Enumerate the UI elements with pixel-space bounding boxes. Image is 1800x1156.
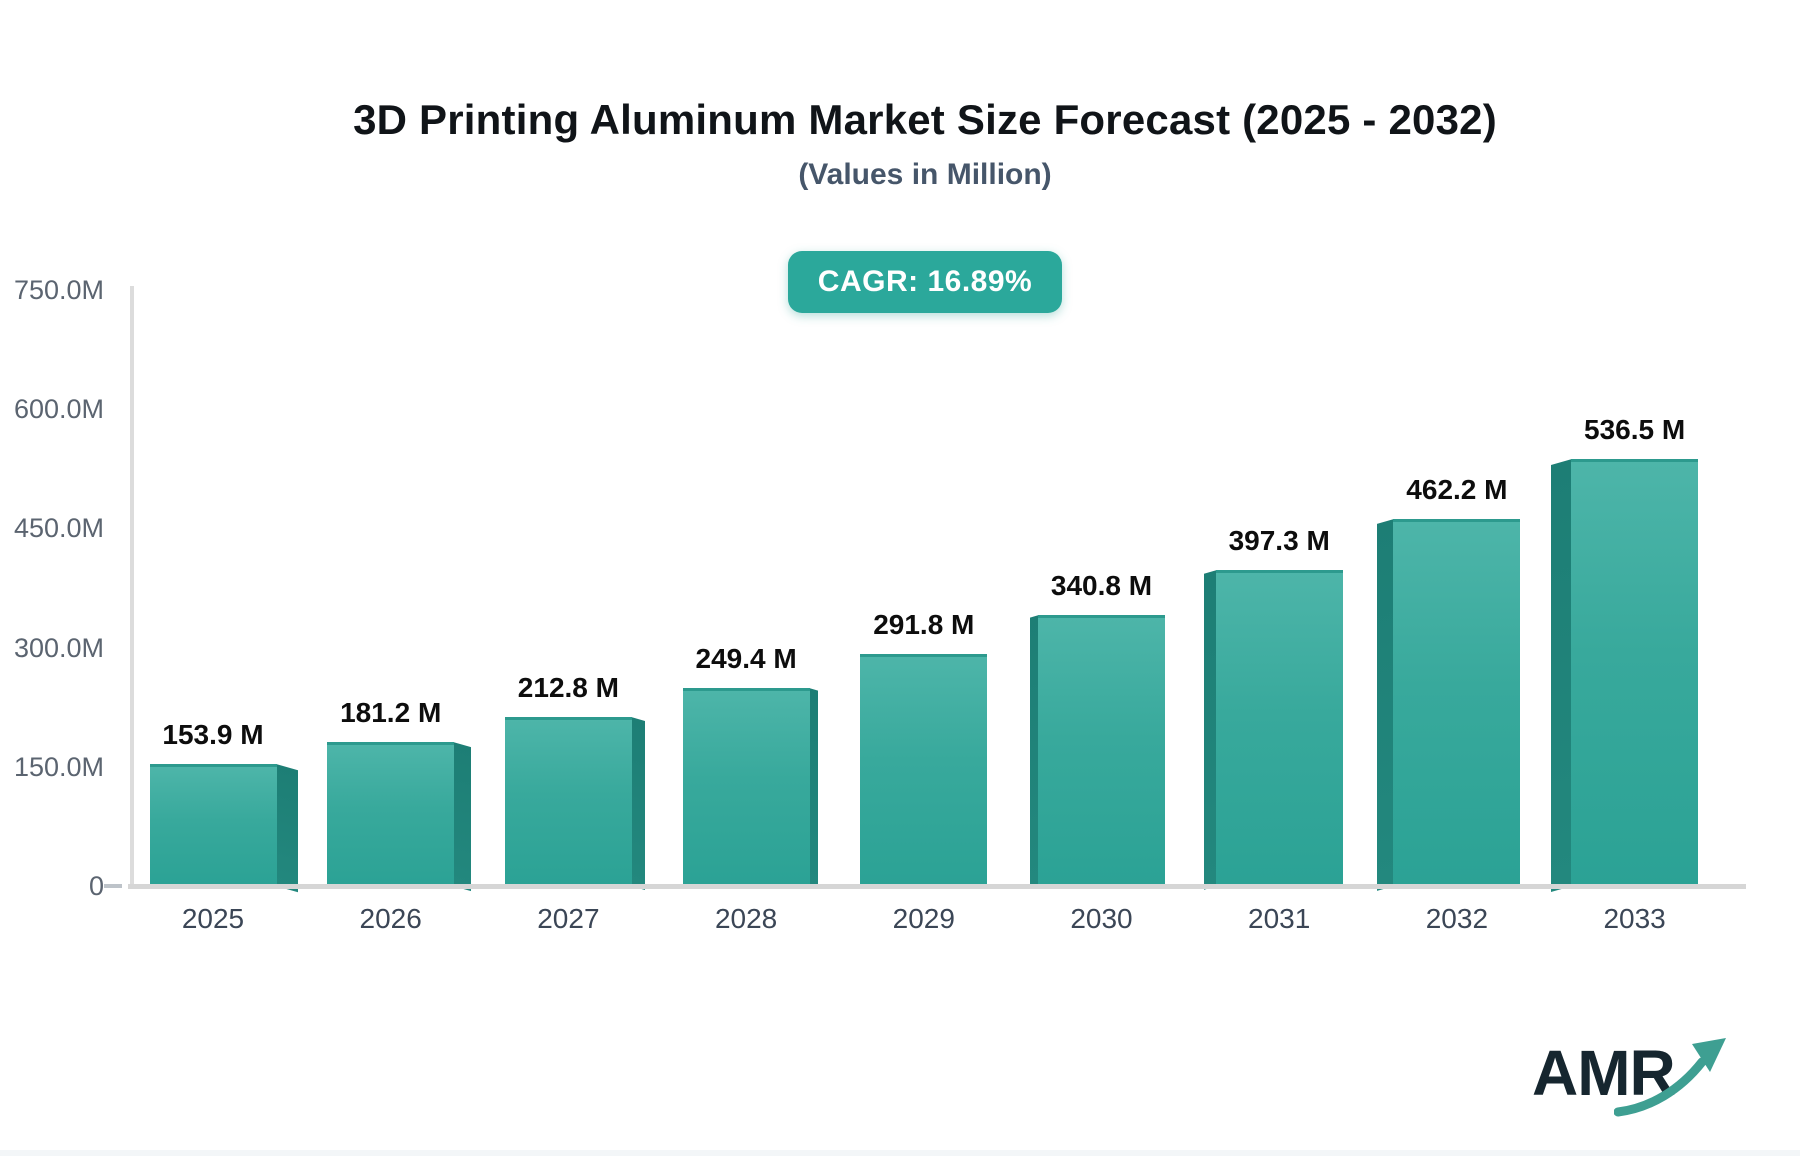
bar-value-label: 249.4 M: [695, 643, 797, 674]
bar: [1571, 459, 1698, 886]
bar-side-face: [1551, 459, 1572, 893]
bar-side-face: [631, 717, 645, 891]
cagr-badge: CAGR: 16.89%: [787, 251, 1063, 313]
bar-side-face: [276, 764, 298, 893]
x-axis-line: [128, 884, 1746, 889]
x-axis-year-label: 2031: [1248, 903, 1311, 934]
bar-value-label: 536.5 M: [1584, 414, 1686, 445]
bar: [860, 654, 987, 886]
y-axis-tick-label: 150.0M: [13, 751, 104, 782]
bar: [1216, 570, 1343, 886]
y-axis-tick-label: 600.0M: [13, 394, 104, 424]
y-axis-tick-label: 0: [88, 871, 104, 901]
brand-logo: AMR: [1520, 1028, 1750, 1124]
badge-row: CAGR: 16.89%: [50, 251, 1800, 313]
bar-side-face: [809, 688, 818, 889]
growth-arrow-icon: [1614, 1038, 1726, 1117]
bar-value-label: 291.8 M: [873, 609, 975, 640]
y-axis-tick-label: 750.0M: [13, 274, 104, 305]
x-axis-year-label: 2025: [181, 903, 245, 934]
x-axis-year-label: 2028: [714, 903, 778, 934]
zero-tick-mark: [104, 884, 122, 888]
bar: [327, 742, 454, 886]
chart-subtitle: (Values in Million): [798, 158, 1052, 191]
bottom-strip: [0, 1150, 1800, 1156]
chart-title: 3D Printing Aluminum Market Size Forecas…: [353, 96, 1497, 143]
x-axis-year-label: 2027: [537, 903, 600, 934]
bar: [505, 717, 632, 886]
bar: [1038, 615, 1165, 886]
x-axis-year-label: 2032: [1425, 903, 1489, 934]
x-axis-year-label: 2030: [1070, 903, 1133, 934]
bar-side-face: [1377, 519, 1394, 891]
bar-value-label: 153.9 M: [162, 719, 264, 750]
bar-value-label: 462.2 M: [1406, 474, 1508, 505]
bar-side-face: [453, 742, 471, 892]
x-axis-year-label: 2026: [359, 903, 422, 934]
chart-header: 3D Printing Aluminum Market Size Forecas…: [50, 0, 1800, 192]
bar: [150, 764, 277, 886]
bar-value-label: 212.8 M: [517, 672, 619, 703]
x-axis-year-label: 2033: [1603, 903, 1666, 934]
x-axis-year-label: 2029: [892, 903, 955, 934]
bar-value-label: 181.2 M: [340, 697, 442, 728]
bar-value-label: 397.3 M: [1228, 525, 1330, 556]
bar: [683, 688, 810, 886]
y-axis-line: [130, 286, 134, 887]
y-axis-tick-label: 300.0M: [13, 632, 104, 663]
y-axis-tick-label: 450.0M: [13, 513, 104, 544]
bar-value-label: 340.8 M: [1050, 570, 1153, 601]
bar: [1393, 519, 1520, 886]
logo-text: AMR: [1532, 1037, 1676, 1109]
